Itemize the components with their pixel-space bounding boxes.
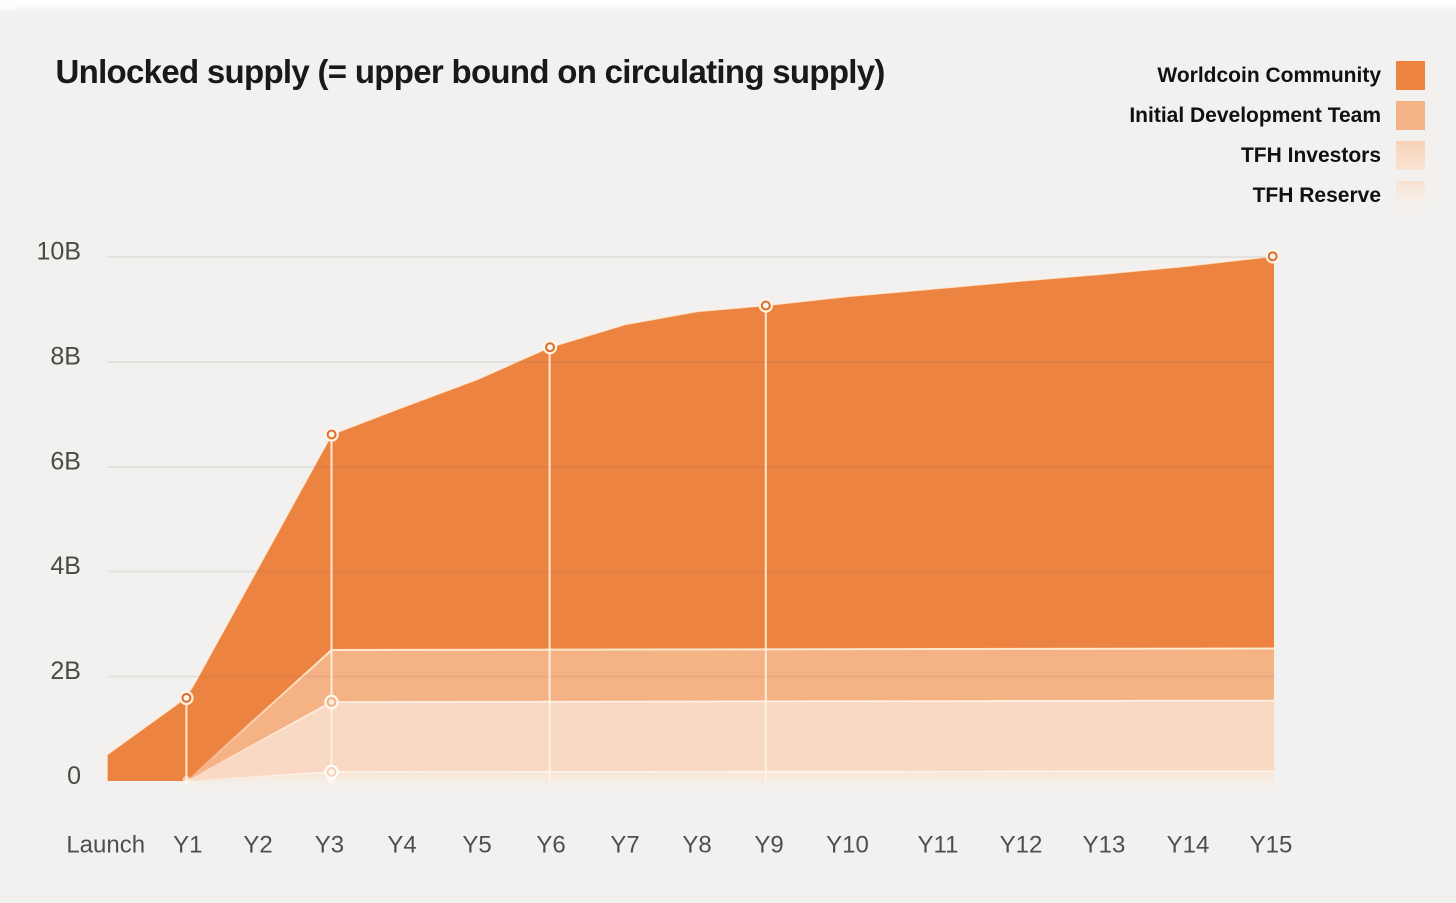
svg-text:TFH Reserve: TFH Reserve	[1253, 184, 1381, 207]
svg-text:Y3: Y3	[315, 832, 344, 859]
svg-text:Y11: Y11	[918, 832, 959, 859]
svg-text:Unlocked supply (= upper bound: Unlocked supply (= upper bound on circul…	[56, 53, 885, 90]
svg-text:Y10: Y10	[826, 832, 869, 859]
svg-text:8B: 8B	[50, 343, 81, 371]
svg-text:Y4: Y4	[387, 832, 416, 859]
svg-text:4B: 4B	[50, 552, 81, 580]
svg-text:Y13: Y13	[1083, 832, 1126, 859]
svg-text:Y7: Y7	[610, 832, 639, 859]
svg-text:Worldcoin Community: Worldcoin Community	[1157, 64, 1381, 87]
svg-text:Y5: Y5	[462, 832, 491, 859]
svg-text:Y2: Y2	[243, 832, 272, 859]
svg-text:Y6: Y6	[536, 832, 565, 859]
svg-text:10B: 10B	[37, 238, 81, 266]
svg-text:Y15: Y15	[1250, 832, 1293, 859]
svg-text:Launch: Launch	[66, 832, 145, 859]
svg-text:Y1: Y1	[173, 832, 202, 859]
svg-text:6B: 6B	[50, 448, 81, 476]
svg-text:Y9: Y9	[754, 832, 783, 859]
svg-text:TFH Investors: TFH Investors	[1241, 144, 1381, 167]
svg-text:Y8: Y8	[682, 832, 711, 859]
svg-text:Initial Development Team: Initial Development Team	[1129, 104, 1381, 127]
svg-text:Y12: Y12	[1000, 832, 1043, 859]
svg-text:2B: 2B	[50, 657, 81, 685]
svg-text:Y14: Y14	[1167, 832, 1210, 859]
svg-text:0: 0	[67, 762, 81, 790]
